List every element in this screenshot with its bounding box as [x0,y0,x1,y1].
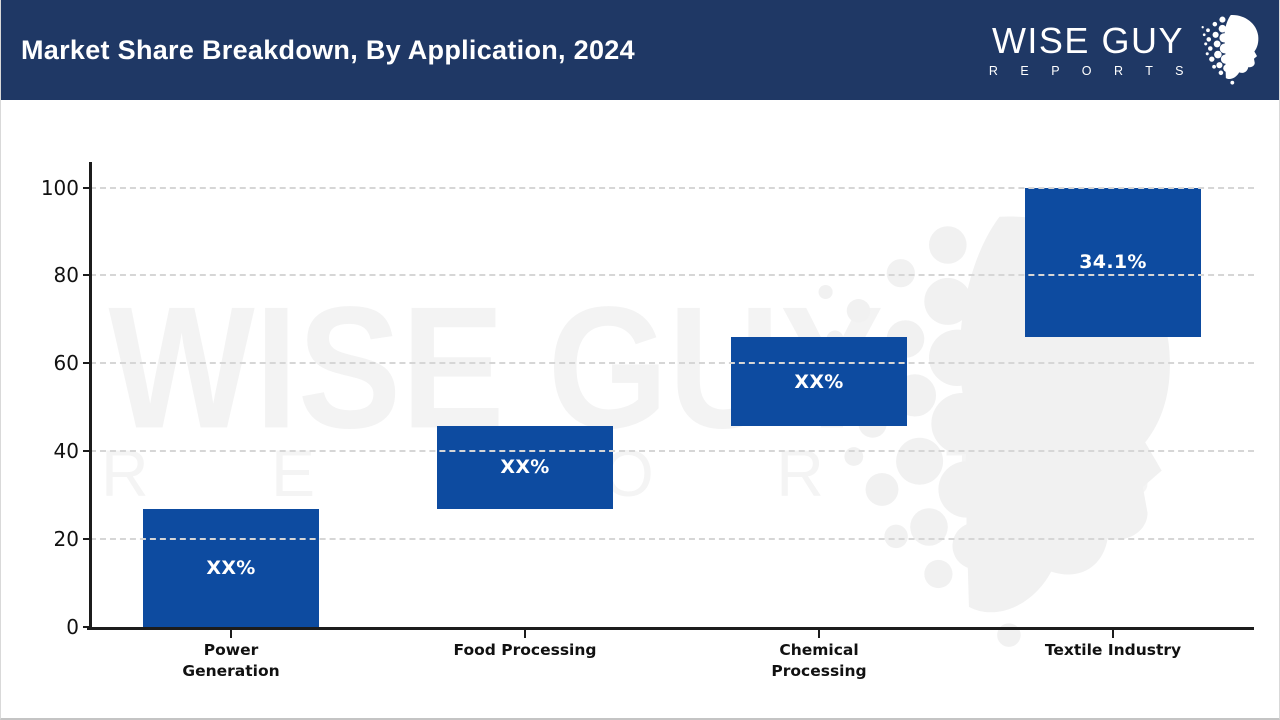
bar-4: 34.1% [1025,187,1201,338]
y-tick-label-0: 0 [66,615,79,639]
bar-value-label: 34.1% [1079,251,1147,274]
x-tick-4 [1112,630,1114,638]
y-tick-40 [83,450,90,453]
bar-value-label: XX% [500,456,550,479]
gridline-80 [90,274,1254,277]
x-tick-3 [818,630,820,638]
y-tick-label-100: 100 [40,175,79,200]
y-tick-60 [83,362,90,365]
y-tick-label-40: 40 [53,439,79,464]
gridline-40 [90,450,1254,453]
y-tick-80 [83,274,90,277]
x-tick-1 [230,630,232,638]
logo-head-icon [1189,8,1265,92]
x-category-label-2: Food Processing [453,641,597,659]
bar-1: XX% [143,508,319,627]
x-axis-spine [87,627,1254,630]
y-tick-label-20: 20 [53,527,79,552]
x-tick-2 [524,630,526,638]
bar-value-label: XX% [794,370,844,393]
gridline-60 [90,362,1254,365]
chart-title: Market Share Breakdown, By Application, … [21,34,635,65]
logo-subtext: R E P O R T S [988,63,1193,78]
x-category-label-4: Textile Industry [1044,641,1182,659]
y-tick-label-60: 60 [53,351,79,376]
gridline-20 [90,538,1254,541]
logo-text: WISE GUY R E P O R T S [983,19,1193,78]
y-tick-0 [83,626,90,628]
y-tick-100 [83,186,90,189]
y-axis-spine [89,162,92,629]
bar-2: XX% [437,425,613,509]
header-bar: Market Share Breakdown, By Application, … [1,0,1279,100]
y-tick-20 [83,538,90,541]
gridline-100 [90,186,1254,189]
y-tick-label-80: 80 [53,263,79,288]
logo-wordmark: WISE GUY [991,19,1184,61]
x-category-label-3: Chemical Processing [771,641,867,680]
wise-guy-logo: WISE GUY R E P O R T S [983,8,1265,92]
bar-3: XX% [731,337,907,426]
bar-value-label: XX% [206,556,256,579]
x-category-label-1: Power Generation [182,641,280,680]
